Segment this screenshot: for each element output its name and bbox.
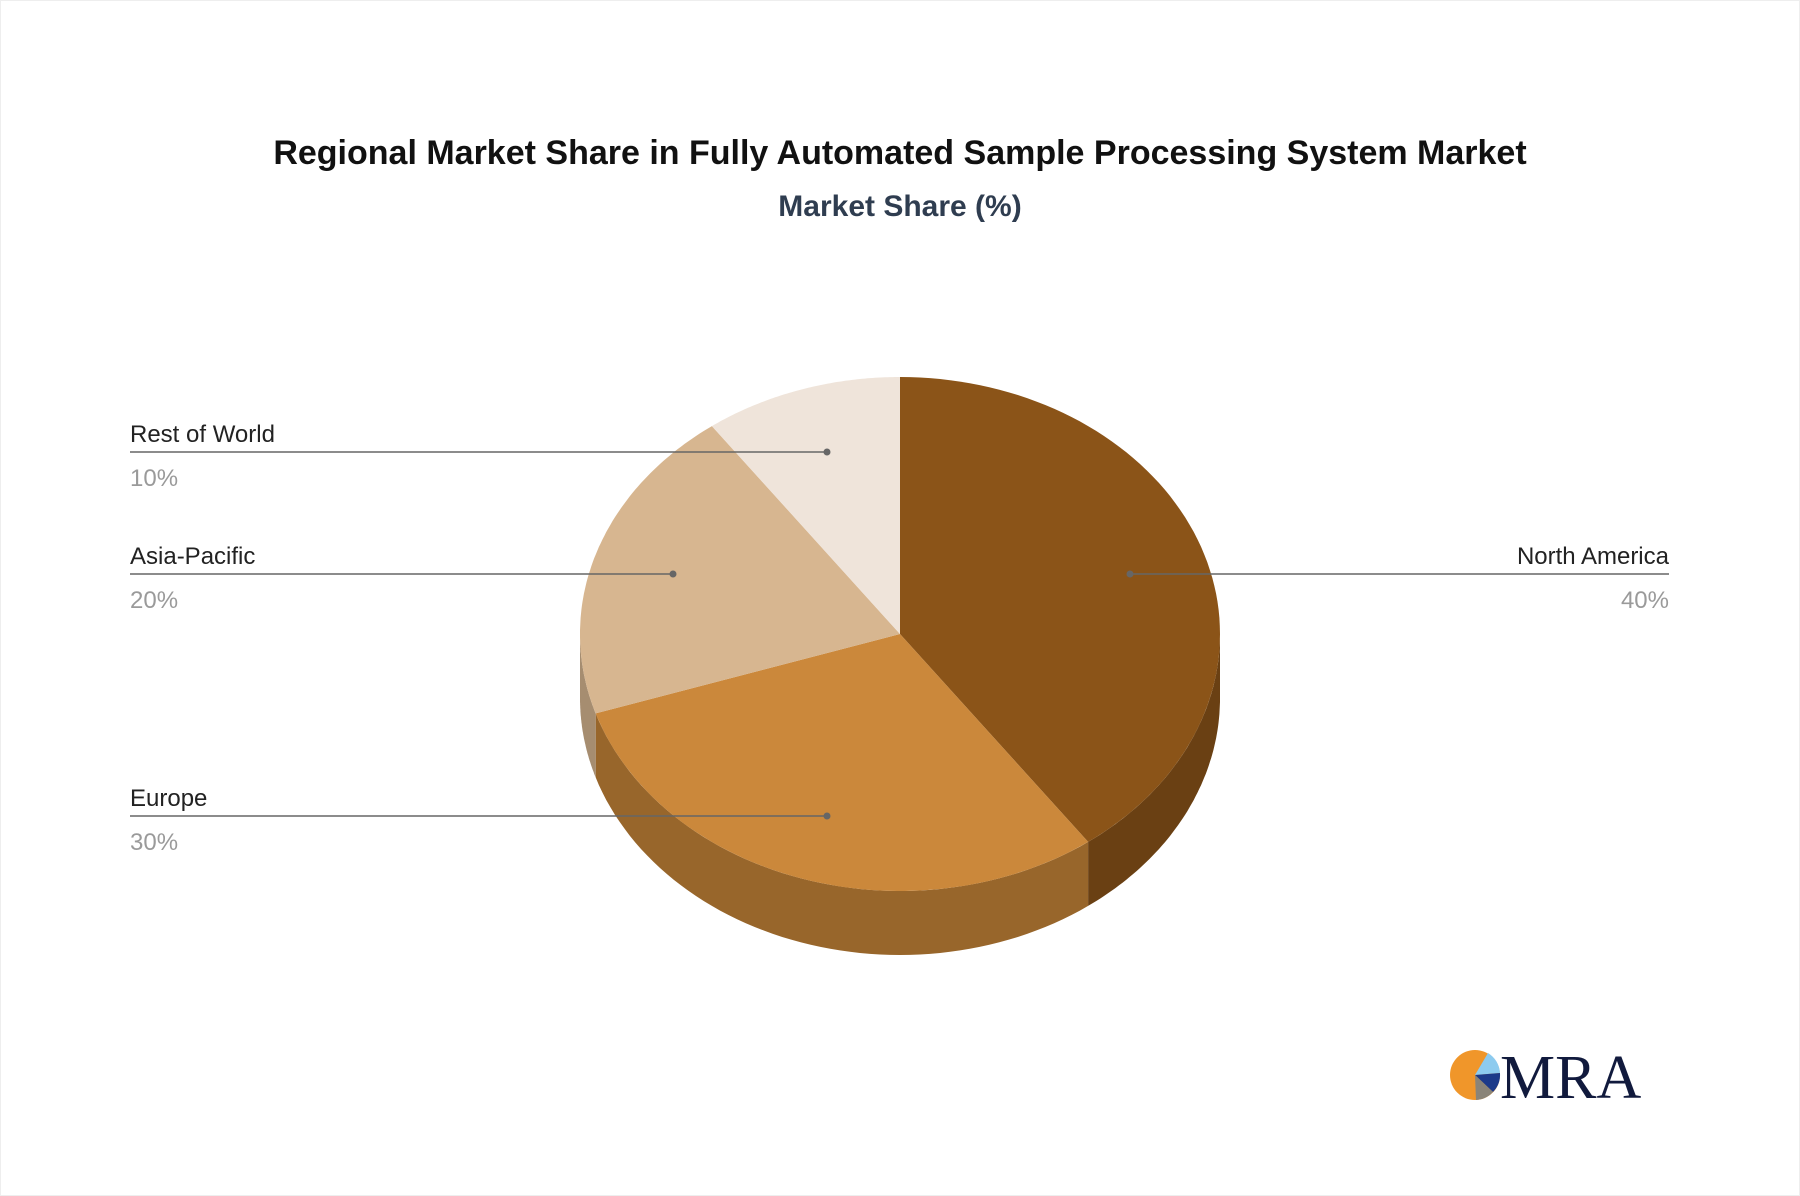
pie-slice[interactable] <box>711 377 900 634</box>
chart-title: Regional Market Share in Fully Automated… <box>273 134 1527 172</box>
slice-label: Rest of World <box>130 421 275 448</box>
leader-dot <box>823 448 831 456</box>
pie-slice[interactable] <box>580 426 900 714</box>
pie-slice-side <box>1088 634 1220 906</box>
pie-slice[interactable] <box>595 634 1089 891</box>
chart-subtitle: Market Share (%) <box>778 190 1022 223</box>
slice-label: Europe <box>130 785 207 812</box>
mra-logo: MRA <box>1450 1044 1641 1110</box>
pie-slice-side <box>580 634 596 778</box>
slice-value-label: 40% <box>1621 587 1669 614</box>
leader-dot <box>669 570 677 578</box>
leader-dot <box>823 812 831 820</box>
slice-label: Asia-Pacific <box>130 543 255 570</box>
leader-dot <box>1126 570 1134 578</box>
slice-label: North America <box>1517 543 1670 570</box>
pie-slice[interactable] <box>900 377 1220 842</box>
pie-slice-side <box>595 713 1089 955</box>
logo-text: MRA <box>1500 1044 1641 1110</box>
slice-value-label: 10% <box>130 465 178 492</box>
slice-value-label: 30% <box>130 829 178 856</box>
slice-value-label: 20% <box>130 587 178 614</box>
